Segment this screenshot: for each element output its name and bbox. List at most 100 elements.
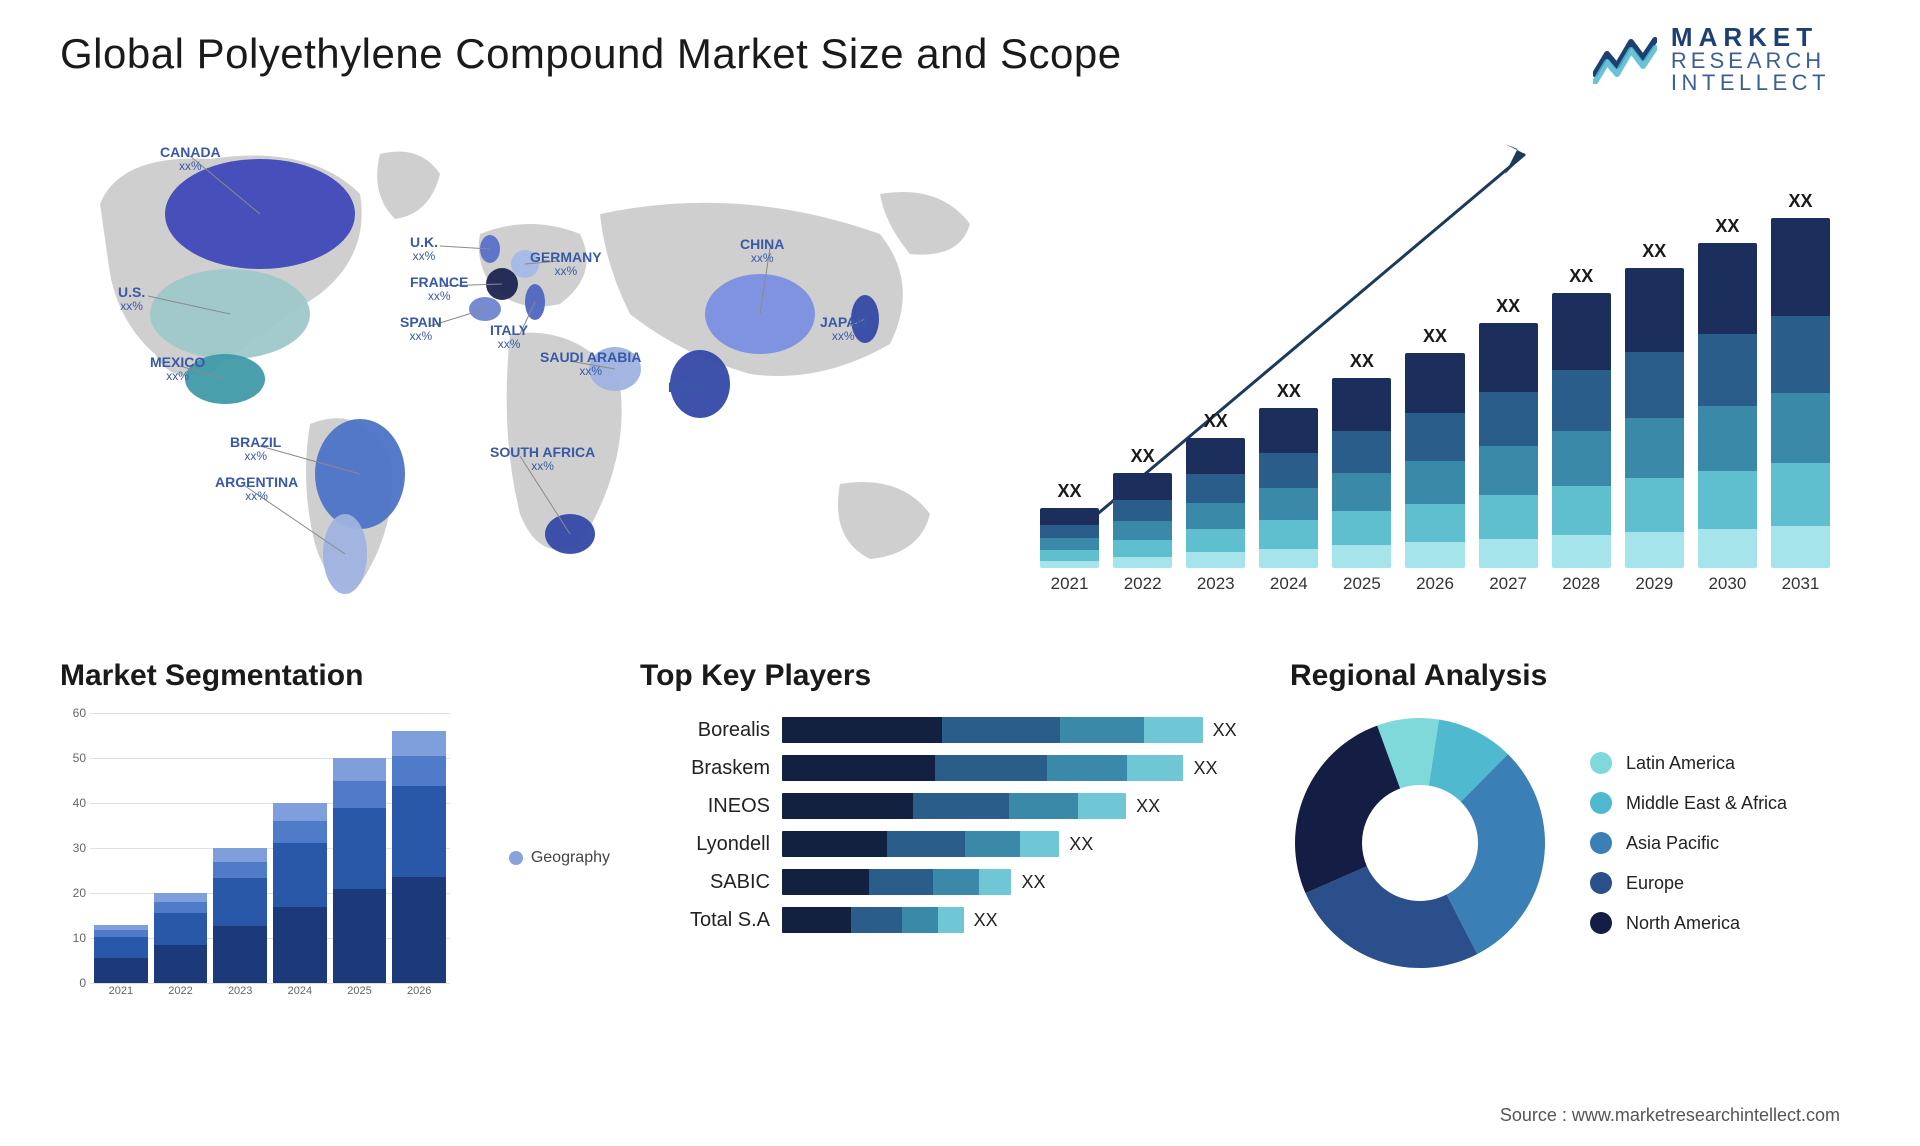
growth-bar-value: XX — [1715, 216, 1739, 237]
map-label-argentina: ARGENTINAxx% — [215, 474, 298, 504]
growth-bar-year: 2031 — [1782, 574, 1820, 594]
seg-xlabel: 2024 — [273, 985, 327, 1003]
growth-bar-2025: XX 2025 — [1332, 351, 1391, 594]
player-value: XX — [1194, 758, 1218, 779]
growth-bar-2021: XX 2021 — [1040, 481, 1099, 594]
segmentation-title: Market Segmentation — [60, 659, 610, 693]
growth-bar-year: 2026 — [1416, 574, 1454, 594]
seg-ytick: 20 — [73, 886, 86, 900]
top-row: CANADAxx%U.S.xx%MEXICOxx%BRAZILxx%ARGENT… — [60, 124, 1860, 624]
region-legend-item: Asia Pacific — [1590, 832, 1787, 854]
growth-bar-year: 2023 — [1197, 574, 1235, 594]
seg-xlabel: 2021 — [94, 985, 148, 1003]
growth-bar-year: 2021 — [1051, 574, 1089, 594]
region-legend-label: Europe — [1626, 873, 1684, 894]
player-row-braskem: Braskem XX — [640, 755, 1260, 781]
growth-bar-value: XX — [1277, 381, 1301, 402]
map-label-italy: ITALYxx% — [490, 322, 528, 352]
legend-dot-icon — [1590, 792, 1612, 814]
growth-bar-value: XX — [1788, 191, 1812, 212]
brand-logo: MARKET RESEARCH INTELLECT — [1593, 24, 1830, 94]
legend-dot-icon — [1590, 832, 1612, 854]
growth-bar-year: 2025 — [1343, 574, 1381, 594]
map-label-germany: GERMANYxx% — [530, 249, 602, 279]
segmentation-chart: 0102030405060 202120222023202420252026 G… — [60, 713, 610, 1003]
growth-bar-2023: XX 2023 — [1186, 411, 1245, 594]
growth-bar-year: 2022 — [1124, 574, 1162, 594]
player-bar — [782, 831, 1059, 857]
player-row-borealis: Borealis XX — [640, 717, 1260, 743]
seg-xlabel: 2023 — [213, 985, 267, 1003]
map-label-mexico: MEXICOxx% — [150, 354, 205, 384]
player-bar — [782, 717, 1203, 743]
player-name: INEOS — [640, 795, 770, 818]
seg-bar-2023 — [213, 848, 267, 983]
map-label-japan: JAPANxx% — [820, 314, 866, 344]
map-label-india: INDIAxx% — [668, 379, 706, 409]
map-label-south-africa: SOUTH AFRICAxx% — [490, 444, 595, 474]
source-text: Source : www.marketresearchintellect.com — [1500, 1105, 1840, 1126]
map-label-saudi-arabia: SAUDI ARABIAxx% — [540, 349, 641, 379]
player-row-sabic: SABICXX — [640, 869, 1260, 895]
seg-ytick: 10 — [73, 931, 86, 945]
header: Global Polyethylene Compound Market Size… — [60, 30, 1860, 94]
legend-dot-icon — [1590, 912, 1612, 934]
growth-bar-2027: XX 2027 — [1479, 296, 1538, 594]
region-legend-item: North America — [1590, 912, 1787, 934]
segmentation-panel: Market Segmentation 0102030405060 202120… — [60, 659, 610, 1019]
growth-bar-value: XX — [1131, 446, 1155, 467]
growth-bar-2029: XX2029 — [1625, 241, 1684, 594]
seg-xlabel: 2025 — [333, 985, 387, 1003]
seg-bar-2022 — [154, 893, 208, 983]
region-legend-label: Middle East & Africa — [1626, 793, 1787, 814]
seg-ytick: 50 — [73, 751, 86, 765]
map-label-canada: CANADAxx% — [160, 144, 221, 174]
growth-bar-value: XX — [1496, 296, 1520, 317]
player-row-lyondell: LyondellXX — [640, 831, 1260, 857]
growth-bar-value: XX — [1058, 481, 1082, 502]
player-name: Borealis — [640, 719, 770, 742]
regional-title: Regional Analysis — [1290, 659, 1860, 693]
legend-dot-icon — [1590, 872, 1612, 894]
regional-panel: Regional Analysis Latin America Middle Ea… — [1290, 659, 1860, 1019]
map-label-china: CHINAxx% — [740, 236, 784, 266]
player-bar — [782, 869, 1011, 895]
player-row-total-s-a: Total S.AXX — [640, 907, 1260, 933]
player-value: XX — [1021, 872, 1045, 893]
growth-bar-2030: XX 2030 — [1698, 216, 1757, 594]
growth-bar-year: 2030 — [1708, 574, 1746, 594]
player-bar — [782, 793, 1126, 819]
player-value: XX — [974, 910, 998, 931]
player-value: XX — [1069, 834, 1093, 855]
seg-bar-2026 — [392, 731, 446, 983]
growth-bar-value: XX — [1204, 411, 1228, 432]
logo-text-2: RESEARCH — [1671, 50, 1830, 72]
region-legend-item: Middle East & Africa — [1590, 792, 1787, 814]
growth-bar-2022: XX 2022 — [1113, 446, 1172, 594]
seg-xlabel: 2026 — [392, 985, 446, 1003]
seg-ytick: 60 — [73, 706, 86, 720]
region-legend-label: North America — [1626, 913, 1740, 934]
players-title: Top Key Players — [640, 659, 1260, 693]
regional-donut — [1290, 713, 1550, 973]
players-panel: Top Key Players Borealis XX Braskem XX INEOS… — [640, 659, 1260, 1019]
world-map-panel: CANADAxx%U.S.xx%MEXICOxx%BRAZILxx%ARGENT… — [60, 124, 1000, 624]
growth-bar-value: XX — [1350, 351, 1374, 372]
region-legend-item: Latin America — [1590, 752, 1787, 774]
growth-bar-year: 2027 — [1489, 574, 1527, 594]
region-legend-label: Latin America — [1626, 753, 1735, 774]
player-bar — [782, 755, 1184, 781]
map-label-spain: SPAINxx% — [400, 314, 442, 344]
player-value: XX — [1213, 720, 1237, 741]
player-value: XX — [1136, 796, 1160, 817]
seg-ytick: 40 — [73, 796, 86, 810]
growth-bar-year: 2029 — [1635, 574, 1673, 594]
seg-bar-2021 — [94, 925, 148, 984]
growth-bar-panel: XX2021XX2022XX2023XX2024XX2025XX2026XX20… — [1020, 124, 1860, 624]
logo-text-3: INTELLECT — [1671, 72, 1830, 94]
growth-bar-value: XX — [1423, 326, 1447, 347]
growth-bar-2024: XX2024 — [1259, 381, 1318, 594]
seg-ytick: 30 — [73, 841, 86, 855]
player-name: Braskem — [640, 757, 770, 780]
page-title: Global Polyethylene Compound Market Size… — [60, 30, 1122, 78]
